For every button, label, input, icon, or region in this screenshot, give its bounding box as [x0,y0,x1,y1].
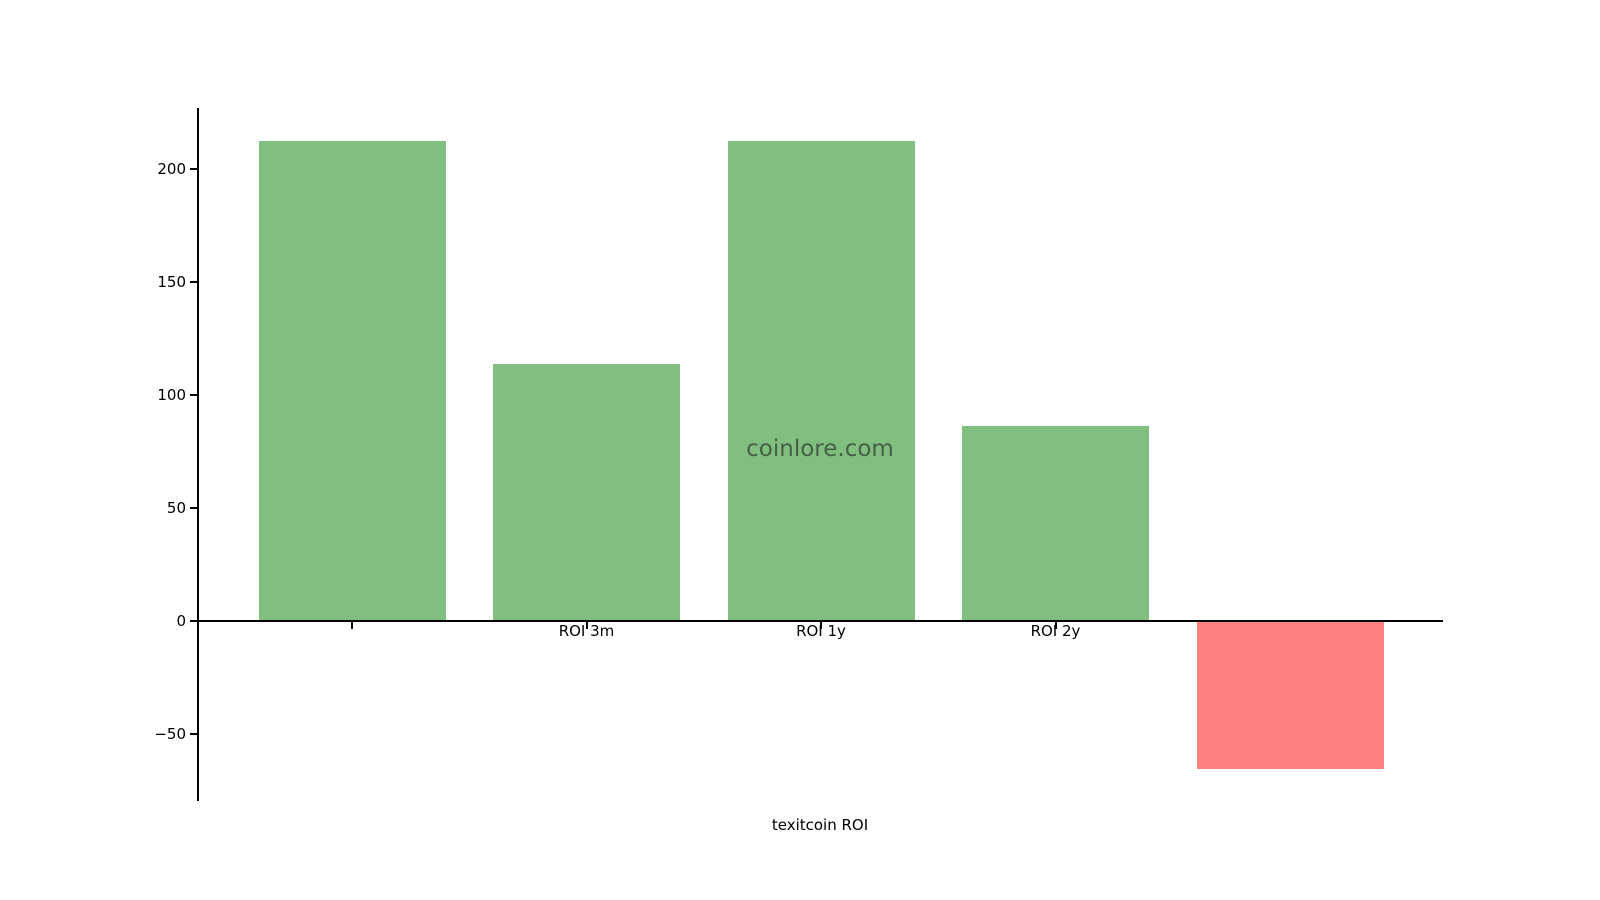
bar-positive [962,426,1149,622]
x-tick-mark [351,621,353,630]
y-tick-label: 150 [157,273,186,292]
x-axis-title: texitcoin ROI [771,816,869,834]
bar-positive [727,140,915,622]
bar-positive [258,140,446,622]
x-tick-mark [820,621,822,630]
y-tick-label: 50 [166,499,186,518]
y-tick-label: −50 [154,725,186,744]
y-tick-label: 100 [157,386,186,405]
x-tick-mark [1054,621,1057,630]
y-tick-label: 200 [157,160,186,179]
y-tick-mark [190,281,197,284]
bar-negative [1196,621,1384,769]
y-tick-mark [190,620,197,623]
y-tick-mark [190,507,197,510]
y-tick-mark [190,733,197,736]
x-tick-label: ROI 2y [1030,622,1081,641]
x-axis-line [197,620,1443,623]
y-tick-label: 0 [176,612,186,631]
x-tick-label: ROI 3m [558,622,615,641]
x-tick-mark [585,621,588,630]
x-tick-label: ROI 1y [796,622,846,641]
y-axis-spine [197,108,199,801]
y-tick-mark [190,394,197,397]
y-tick-mark [190,168,197,171]
bar-positive [493,363,680,622]
